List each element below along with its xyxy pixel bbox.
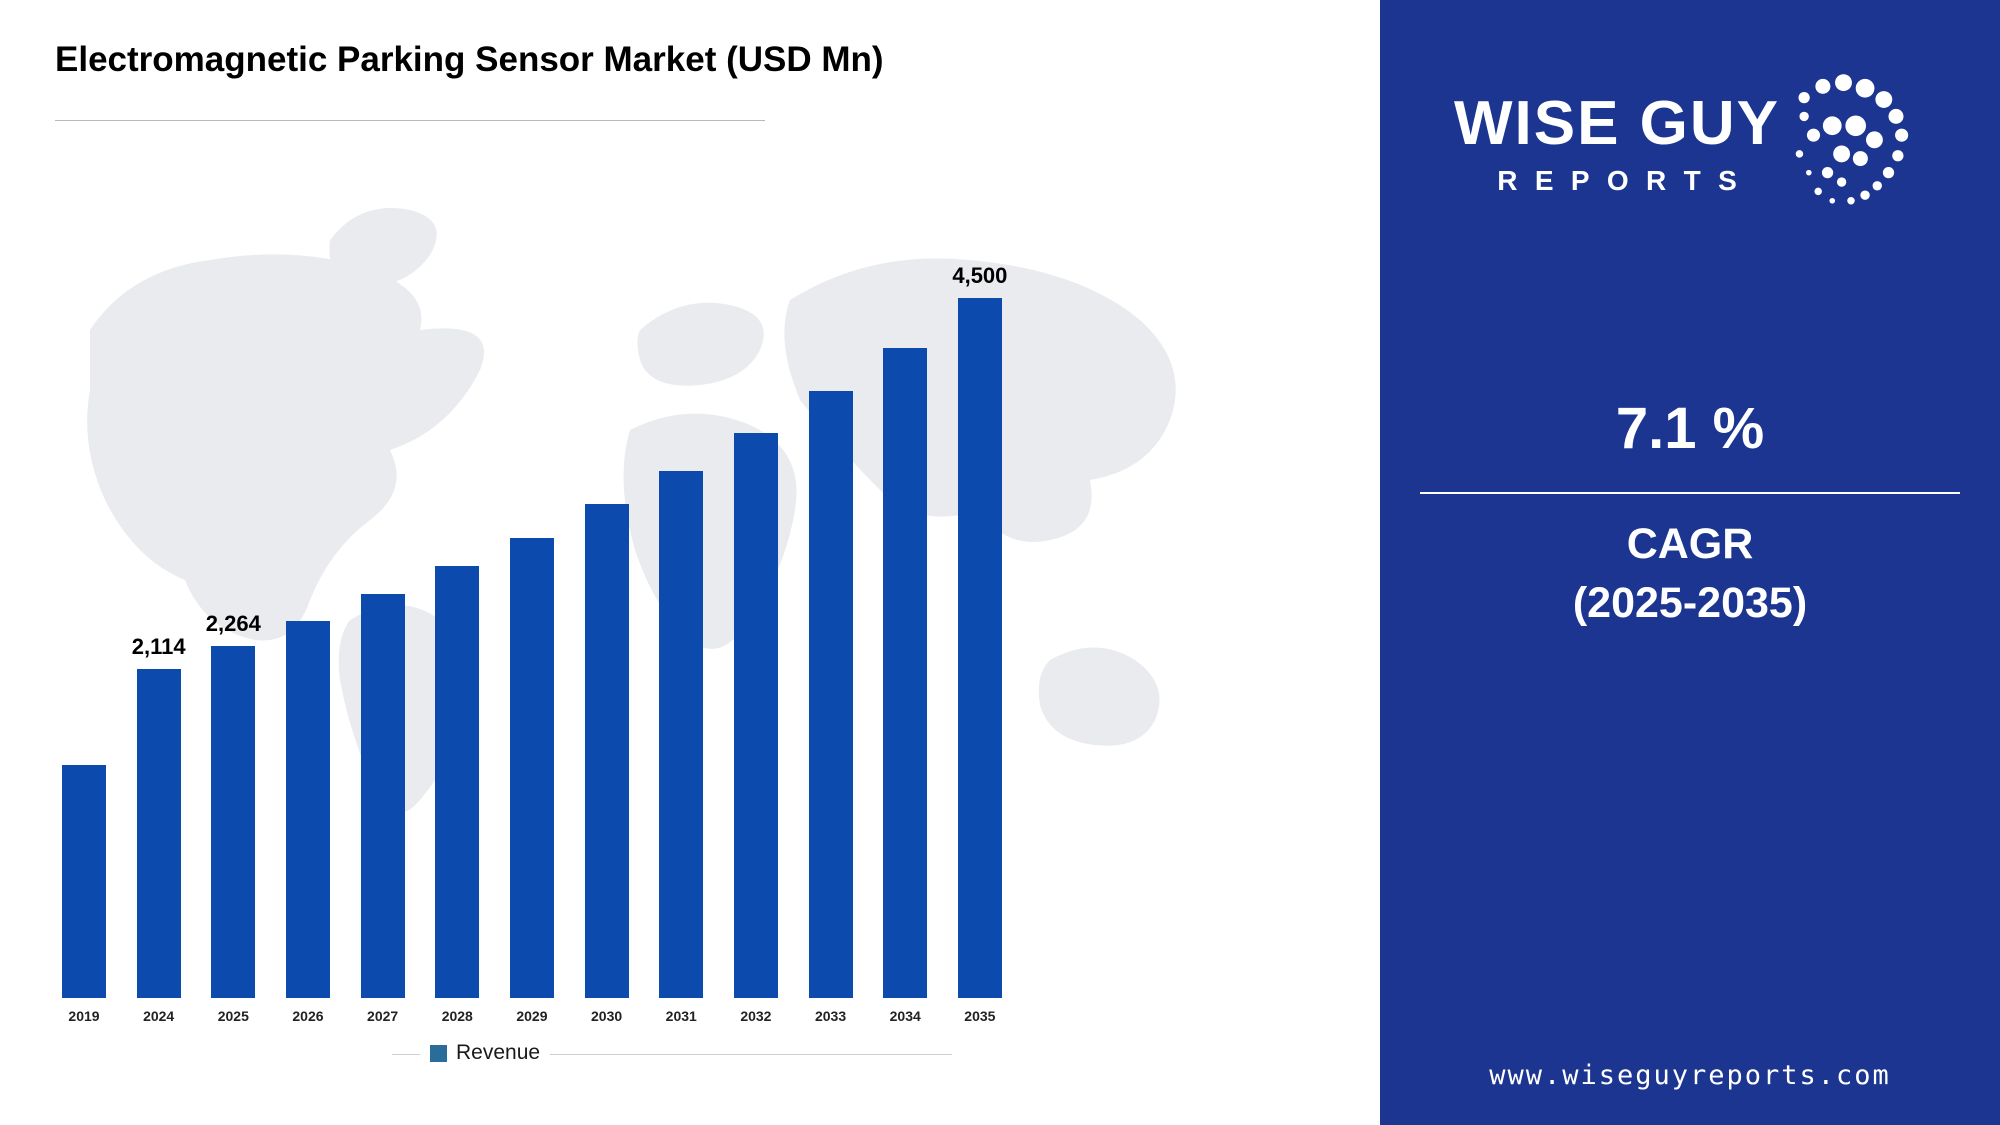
bar-group: 2028 <box>435 566 480 1026</box>
logo-line2: REPORTS <box>1497 164 1755 196</box>
cagr-divider <box>1420 492 1960 494</box>
bar <box>733 433 778 998</box>
bar <box>285 621 330 998</box>
bar <box>62 765 106 998</box>
wiseguy-logo: WISE GUY REPORTS <box>1454 62 1926 227</box>
bar <box>883 348 928 998</box>
bar-group: 2,114 2024 <box>132 634 186 1026</box>
x-axis-label: 2019 <box>68 1008 100 1024</box>
bars-container: 2019 2,114 2024 2,264 2025 2026 2027 2028 2029 20… <box>62 228 1007 1026</box>
x-axis-label: 2032 <box>740 1008 772 1024</box>
legend-divider: Revenue <box>392 1041 952 1074</box>
cagr-range: (2025-2035) <box>1572 579 1808 627</box>
bar <box>584 504 629 998</box>
x-axis-label: 2026 <box>292 1008 324 1024</box>
x-axis-label: 2033 <box>814 1008 847 1024</box>
bar-group: 2026 <box>285 621 330 1026</box>
x-axis-label: 2034 <box>889 1008 921 1024</box>
bar-group: 2030 <box>584 504 629 1026</box>
cagr-value: 7.1 % <box>1615 396 1765 461</box>
x-axis-label: 2025 <box>217 1008 249 1024</box>
legend-label: Revenue <box>456 1041 541 1064</box>
bar-value-label: 4,500 <box>952 263 1008 288</box>
x-axis-label: 2028 <box>441 1008 473 1024</box>
bar <box>211 646 256 998</box>
bar-value-label: 2,264 <box>205 611 261 636</box>
x-axis-label: 2031 <box>665 1008 697 1024</box>
bar-group: 2029 <box>509 538 554 1026</box>
dotted-head-icon <box>1795 74 1909 205</box>
x-axis-label: 2029 <box>516 1008 548 1024</box>
bar <box>136 669 181 998</box>
bar-group: 2019 <box>62 765 106 1026</box>
bar <box>435 566 480 998</box>
bar <box>360 594 405 998</box>
side-panel: WISE GUY REPORTS 7.1 % CAGR (2025-2035) … <box>1380 0 2000 1125</box>
cagr-label: CAGR <box>1626 520 1754 568</box>
legend-swatch-icon <box>430 1044 447 1062</box>
bar-chart: 2019 2,114 2024 2,264 2025 2026 2027 2028 2029 20… <box>62 228 1007 1074</box>
page-title: Electromagnetic Parking Sensor Market (U… <box>55 40 884 79</box>
bar <box>808 391 853 998</box>
bar <box>659 471 704 998</box>
bar-group: 2034 <box>883 348 928 1026</box>
website-url: www.wiseguyreports.com <box>1489 1060 1891 1091</box>
x-axis-label: 2027 <box>367 1008 399 1024</box>
logo-line1: WISE GUY <box>1453 88 1781 158</box>
x-axis-label: 2035 <box>964 1008 996 1024</box>
bar-group: 2031 <box>659 471 704 1026</box>
bar-group: 2,264 2025 <box>206 611 261 1026</box>
bar <box>509 538 554 998</box>
bar-group: 2032 <box>733 433 778 1026</box>
bar-value-label: 2,114 <box>131 634 186 659</box>
wiseguy-logo-text: WISE GUY REPORTS <box>1453 88 1781 197</box>
world-map-background <box>87 208 1176 813</box>
legend: Revenue <box>420 1041 551 1065</box>
x-axis-label: 2024 <box>143 1008 175 1024</box>
x-axis-label: 2030 <box>591 1008 623 1024</box>
bar-group: 2027 <box>360 594 405 1026</box>
title-divider <box>55 120 765 121</box>
chart-area: Electromagnetic Parking Sensor Market (U… <box>55 40 1176 1074</box>
bar-group: 4,500 2035 <box>952 263 1007 1026</box>
bar-group: 2033 <box>808 391 853 1026</box>
bar <box>957 298 1002 998</box>
cagr-block: 7.1 % CAGR (2025-2035) <box>1380 395 2000 628</box>
